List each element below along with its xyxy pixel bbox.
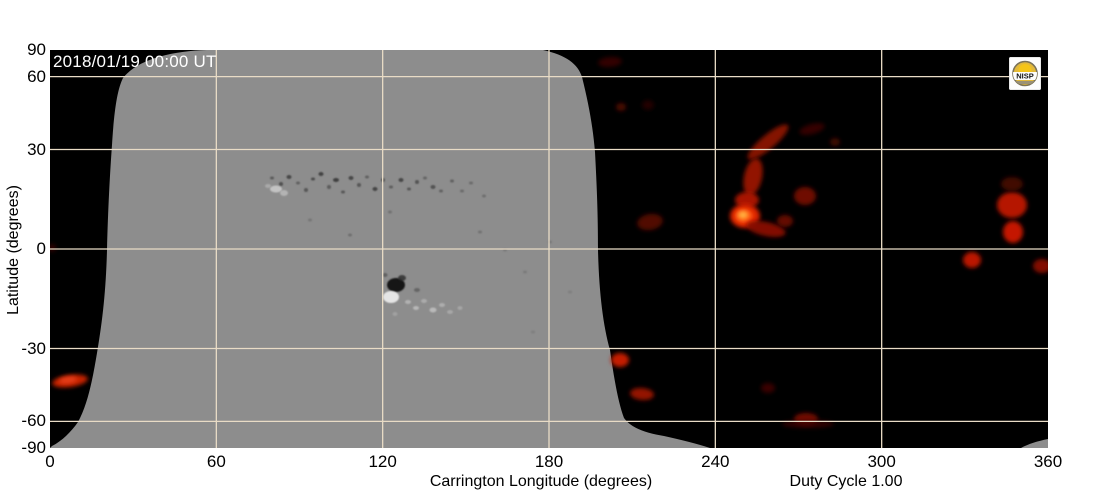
x-tick-label: 240 — [701, 452, 730, 471]
x-axis-title: Carrington Longitude (degrees) — [429, 473, 653, 490]
y-tick-label: 60 — [27, 66, 46, 86]
y-tick-label: 30 — [27, 139, 46, 159]
duty-cycle-label: Duty Cycle 1.00 — [789, 473, 903, 490]
x-tick-label: 0 — [45, 452, 55, 471]
y-tick-label: -90 — [21, 438, 46, 457]
x-tick-label: 120 — [368, 452, 397, 471]
plot-area: 2018/01/19 00:00 UT NISP — [50, 50, 1048, 448]
nisp-logo-text: NISP — [1016, 72, 1034, 81]
y-tick-label: 90 — [27, 40, 46, 59]
map-canvas — [50, 50, 1048, 448]
nisp-logo: NISP — [1009, 57, 1041, 90]
y-tick-label: -30 — [21, 338, 46, 358]
sun-logo-icon: NISP — [1012, 60, 1038, 87]
x-tick-label: 180 — [534, 452, 564, 471]
timestamp-label: 2018/01/19 00:00 UT — [53, 52, 217, 71]
x-tick-label: 300 — [867, 452, 896, 471]
y-axis-title: Latitude (degrees) — [5, 185, 22, 315]
x-tick-label: 360 — [1033, 452, 1063, 471]
y-tick-label: -60 — [21, 411, 46, 431]
x-tick-label: 60 — [206, 452, 226, 471]
y-tick-label: 0 — [36, 239, 46, 258]
